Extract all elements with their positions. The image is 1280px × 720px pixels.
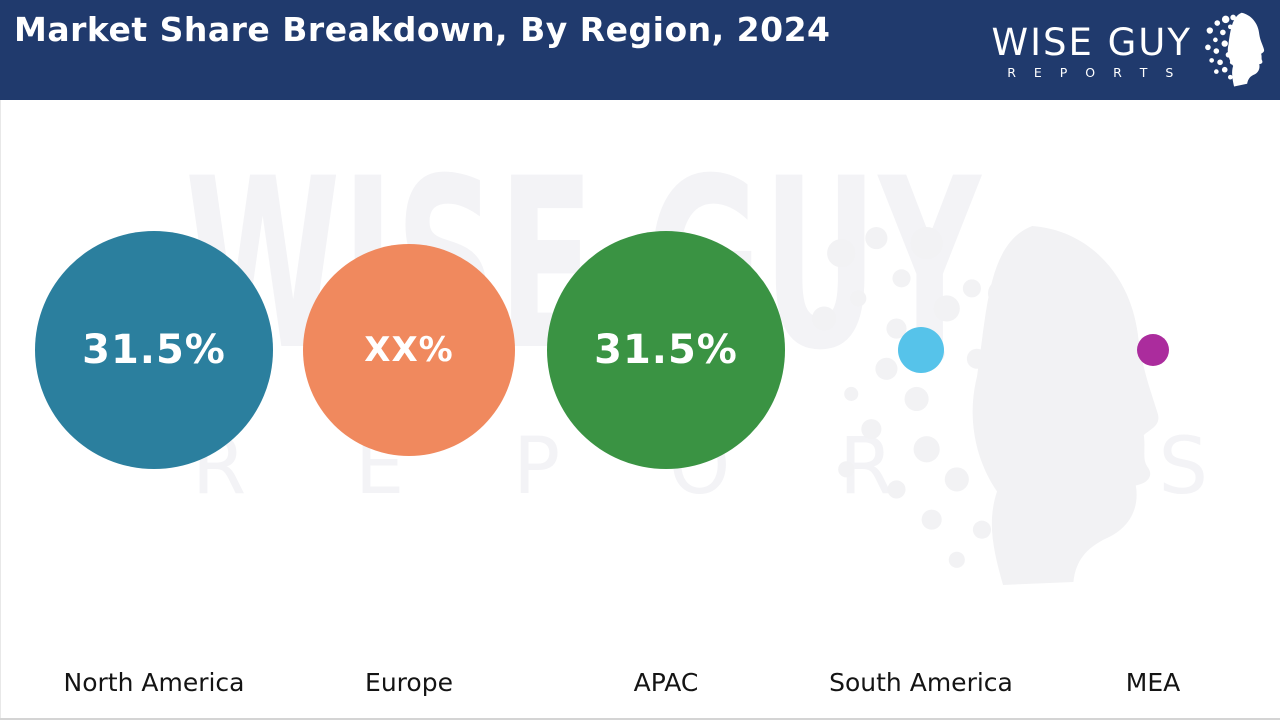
header: Market Share Breakdown, By Region, 2024 … [0,0,1280,100]
brand-logo: WISE GUY R E P O R T S [992,0,1280,94]
left-edge-line [0,100,1,718]
bubble-value-europe: XX% [364,330,454,370]
logo-head-icon [1205,12,1265,87]
page-title: Market Share Breakdown, By Region, 2024 [14,10,831,49]
bubble-south-america [898,327,944,373]
bubble-europe: XX% [303,244,515,456]
logo-wordmark: WISE GUY [991,21,1192,65]
category-label-south-america: South America [829,668,1013,697]
bubble-mea [1137,334,1169,366]
bubble-value-north-america: 31.5% [82,327,226,373]
logo-subtext: R E P O R T S [1007,64,1181,80]
category-label-apac: APAC [633,668,699,697]
category-label-europe: Europe [365,668,453,697]
category-label-mea: MEA [1125,668,1181,697]
category-label-north-america: North America [63,668,245,697]
bubble-apac: 31.5% [547,231,785,469]
bubble-value-apac: 31.5% [594,327,738,373]
bubble-north-america: 31.5% [35,231,273,469]
watermark-head-icon [812,226,1159,585]
